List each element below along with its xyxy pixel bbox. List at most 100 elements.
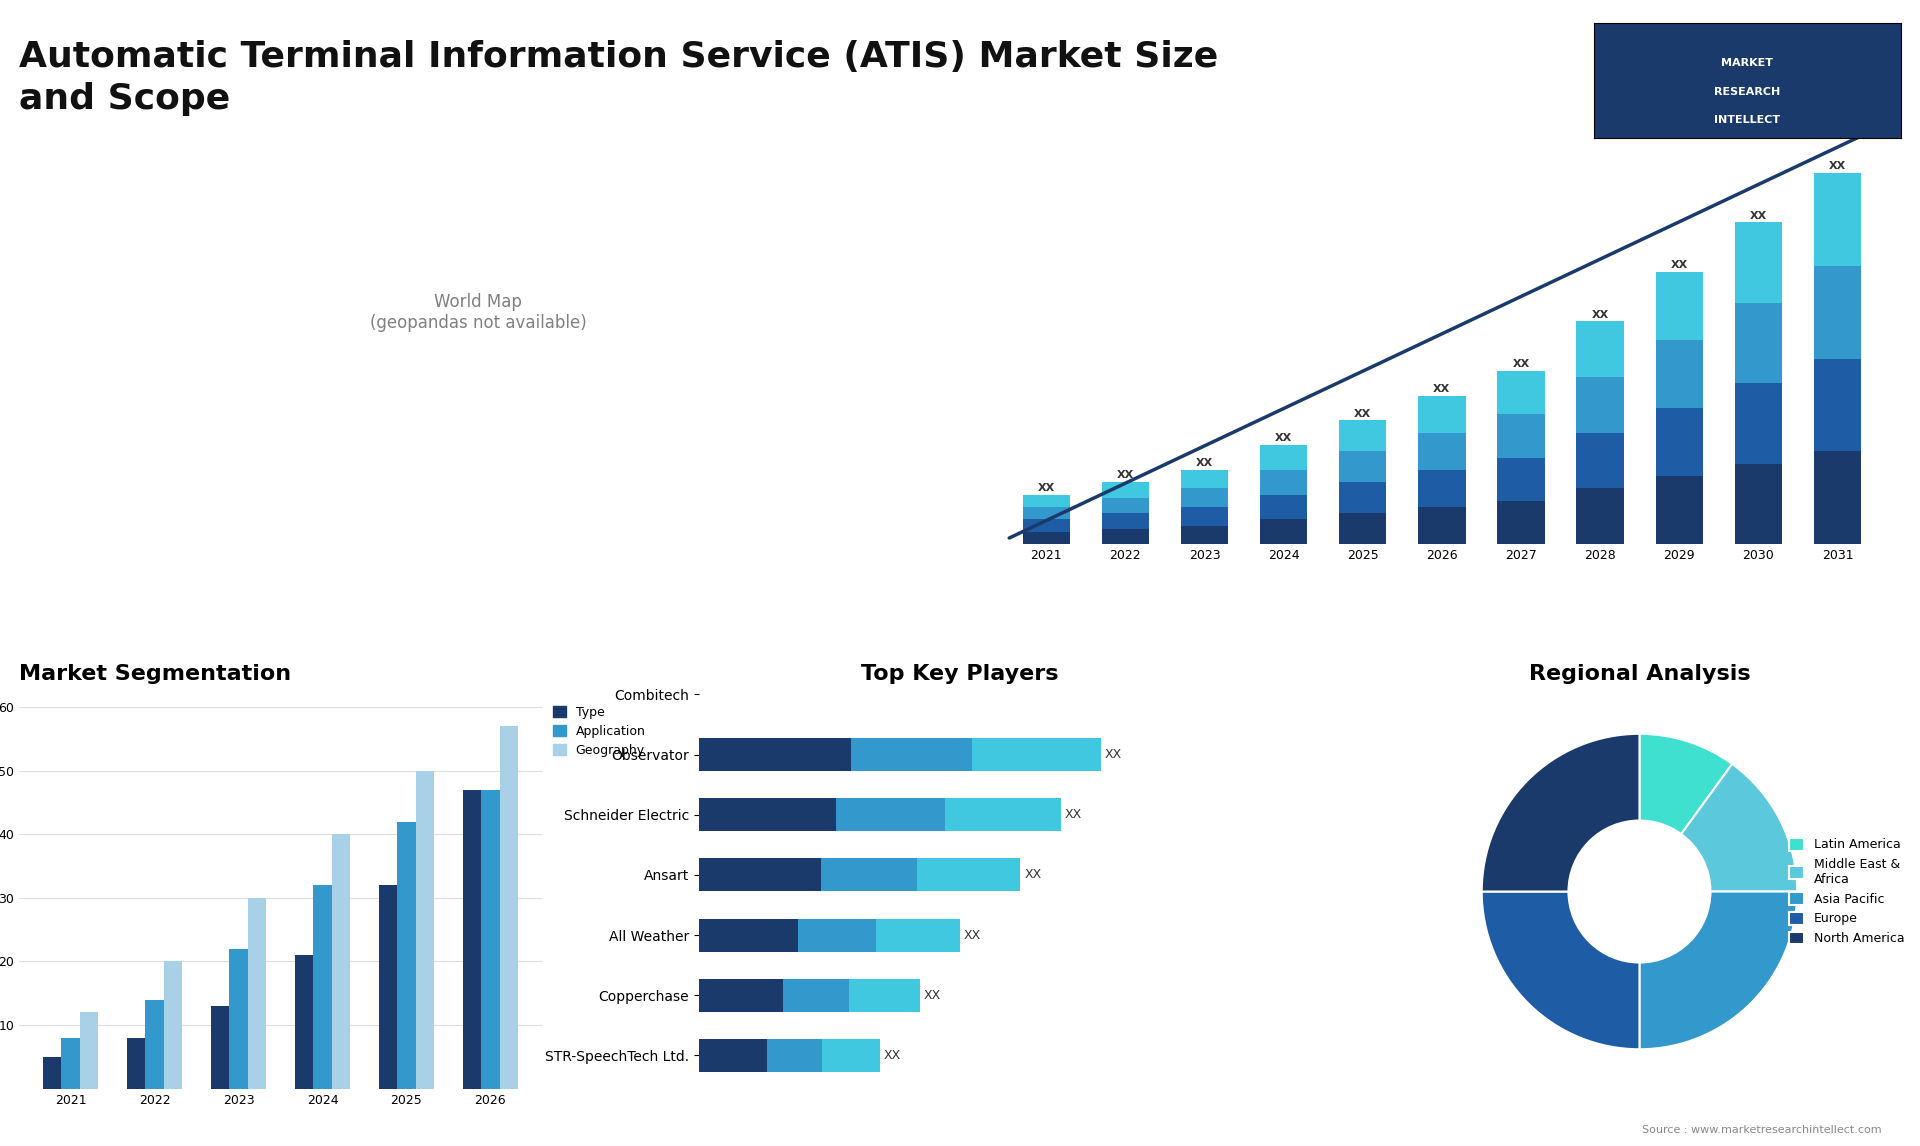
Text: XX: XX — [1432, 384, 1450, 394]
Text: XX: XX — [1104, 748, 1121, 761]
Bar — [768, 1039, 822, 1072]
Bar — [849, 979, 920, 1012]
Bar — [1655, 272, 1703, 340]
Bar — [1338, 421, 1386, 452]
Bar — [1023, 507, 1069, 519]
Wedge shape — [1640, 733, 1732, 834]
Bar — [81, 1012, 98, 1089]
Bar — [1655, 476, 1703, 544]
Bar — [482, 790, 499, 1089]
Wedge shape — [1682, 764, 1797, 892]
Bar — [972, 738, 1100, 771]
Bar — [822, 858, 918, 892]
Bar — [876, 919, 960, 951]
Bar — [1576, 488, 1624, 544]
Legend: Type, Application, Geography: Type, Application, Geography — [547, 700, 651, 762]
Bar — [42, 1057, 61, 1089]
Bar — [1023, 532, 1069, 544]
Text: XX: XX — [1064, 808, 1081, 822]
Bar — [699, 738, 851, 771]
Text: XX: XX — [1196, 458, 1213, 468]
Text: XX: XX — [1117, 471, 1135, 480]
Bar — [1734, 303, 1782, 383]
Bar — [313, 885, 332, 1089]
Bar — [1181, 470, 1229, 488]
Bar — [1102, 513, 1148, 528]
Bar — [1814, 452, 1860, 544]
Bar — [1419, 433, 1465, 470]
Bar — [1814, 359, 1860, 452]
Text: World Map
(geopandas not available): World Map (geopandas not available) — [371, 292, 586, 331]
Bar — [1338, 452, 1386, 482]
Bar — [1734, 383, 1782, 464]
Bar — [1419, 470, 1465, 507]
Bar — [332, 834, 349, 1089]
Text: Automatic Terminal Information Service (ATIS) Market Size
and Scope: Automatic Terminal Information Service (… — [19, 40, 1219, 116]
Bar — [1734, 464, 1782, 544]
Bar — [296, 955, 313, 1089]
Text: Source : www.marketresearchintellect.com: Source : www.marketresearchintellect.com — [1642, 1124, 1882, 1135]
Bar — [1102, 528, 1148, 544]
Bar — [699, 1039, 768, 1072]
Bar — [1498, 371, 1546, 414]
Text: XX: XX — [924, 989, 941, 1002]
Wedge shape — [1482, 733, 1640, 892]
Bar — [1419, 507, 1465, 544]
Text: XX: XX — [1037, 482, 1054, 493]
Bar — [1655, 408, 1703, 476]
Bar — [463, 790, 482, 1089]
Bar — [1181, 526, 1229, 544]
Bar — [699, 798, 837, 831]
Text: XX: XX — [964, 928, 981, 942]
Bar — [1576, 377, 1624, 433]
Bar — [1498, 414, 1546, 457]
Bar — [918, 858, 1020, 892]
Bar — [1338, 482, 1386, 513]
Bar — [1260, 495, 1308, 519]
Title: Regional Analysis: Regional Analysis — [1528, 665, 1751, 684]
Bar — [1023, 495, 1069, 507]
Bar — [837, 798, 945, 831]
Bar — [211, 1006, 228, 1089]
Bar — [417, 770, 434, 1089]
Bar — [1734, 222, 1782, 303]
Bar — [146, 999, 163, 1089]
Text: XX: XX — [1513, 359, 1530, 369]
Bar — [1814, 173, 1860, 266]
Bar — [1023, 519, 1069, 532]
Bar — [945, 798, 1060, 831]
Bar — [378, 885, 397, 1089]
Text: Market Segmentation: Market Segmentation — [19, 665, 292, 684]
Bar — [1260, 445, 1308, 470]
Bar — [699, 858, 822, 892]
Bar — [699, 979, 783, 1012]
Text: XX: XX — [883, 1049, 900, 1062]
Bar — [1102, 482, 1148, 497]
Wedge shape — [1482, 892, 1640, 1050]
Bar — [228, 949, 248, 1089]
Bar — [1181, 488, 1229, 507]
Bar — [1260, 519, 1308, 544]
Bar — [851, 738, 972, 771]
Wedge shape — [1640, 892, 1797, 1050]
Text: INTELLECT: INTELLECT — [1715, 116, 1780, 125]
Bar — [1338, 513, 1386, 544]
Bar — [499, 727, 518, 1089]
Bar — [1814, 266, 1860, 359]
Bar — [1181, 507, 1229, 526]
Text: RESEARCH: RESEARCH — [1715, 87, 1780, 96]
Bar — [1419, 395, 1465, 433]
Bar — [397, 822, 417, 1089]
Text: XX: XX — [1670, 260, 1688, 270]
Text: XX: XX — [1025, 869, 1041, 881]
Bar — [1576, 433, 1624, 488]
Text: MARKET: MARKET — [1720, 58, 1774, 68]
Title: Top Key Players: Top Key Players — [862, 665, 1058, 684]
Bar — [61, 1038, 81, 1089]
Bar — [699, 919, 799, 951]
Bar — [248, 897, 267, 1089]
Legend: Latin America, Middle East &
Africa, Asia Pacific, Europe, North America: Latin America, Middle East & Africa, Asi… — [1784, 833, 1908, 950]
Bar — [1260, 470, 1308, 495]
Bar — [127, 1038, 146, 1089]
Bar — [1498, 457, 1546, 501]
